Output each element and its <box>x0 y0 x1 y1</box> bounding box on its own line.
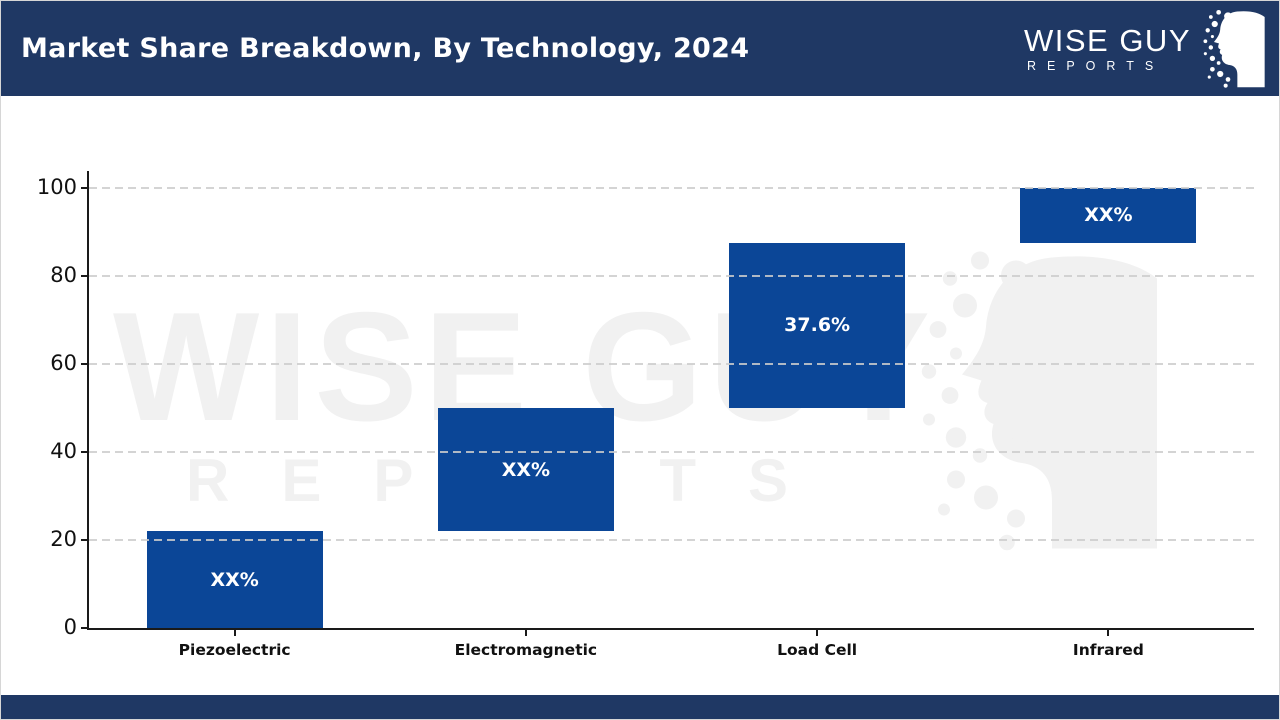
x-axis-line <box>87 628 1254 630</box>
page-title: Market Share Breakdown, By Technology, 2… <box>21 33 750 64</box>
y-tick-mark <box>81 187 89 189</box>
bar-label: XX% <box>501 458 551 481</box>
gridline <box>89 275 1254 277</box>
brand-logo-line2: REPORTS <box>1026 59 1165 74</box>
x-tick-mark <box>1107 628 1110 636</box>
bar <box>1020 188 1197 243</box>
y-axis-line <box>87 171 89 630</box>
gridline <box>89 187 1254 189</box>
y-tick-label: 60 <box>50 351 77 375</box>
bar <box>729 242 906 408</box>
header-bar: Market Share Breakdown, By Technology, 2… <box>1 1 1279 96</box>
y-tick-mark <box>81 275 89 277</box>
gridline <box>89 363 1254 365</box>
brand-logo-line1: WISE GUY <box>1023 23 1191 59</box>
brand-head-icon <box>1203 10 1265 88</box>
bar <box>437 408 614 532</box>
x-tick-label: Infrared <box>1072 641 1144 659</box>
brand-logo: WISE GUY REPORTS <box>1024 5 1267 93</box>
bar-label: XX% <box>1084 204 1133 227</box>
y-tick-label: 40 <box>50 439 77 463</box>
watermark-head-icon <box>921 251 1157 551</box>
gridline <box>89 451 1254 453</box>
y-tick-mark <box>81 363 89 365</box>
gridline <box>89 539 1254 541</box>
y-tick-mark <box>81 539 89 541</box>
y-tick-label: 20 <box>50 527 77 551</box>
x-tick-label: Load Cell <box>777 641 858 659</box>
x-tick-label: Piezoelectric <box>178 641 291 659</box>
bar-label: 37.6% <box>784 314 851 337</box>
footer-bar <box>1 695 1279 719</box>
y-tick-label: 100 <box>36 175 77 199</box>
y-tick-mark <box>81 627 89 629</box>
bar-label: XX% <box>210 568 259 591</box>
brand-logo-text: WISE GUY REPORTS <box>1024 25 1191 73</box>
x-tick-label: Electromagnetic <box>454 641 598 659</box>
x-tick-mark <box>524 628 527 636</box>
bar <box>146 531 323 628</box>
y-tick-label: 80 <box>50 263 77 287</box>
y-tick-label: 0 <box>63 615 77 639</box>
x-tick-mark <box>233 628 236 636</box>
y-tick-mark <box>81 451 89 453</box>
x-tick-mark <box>816 628 819 636</box>
